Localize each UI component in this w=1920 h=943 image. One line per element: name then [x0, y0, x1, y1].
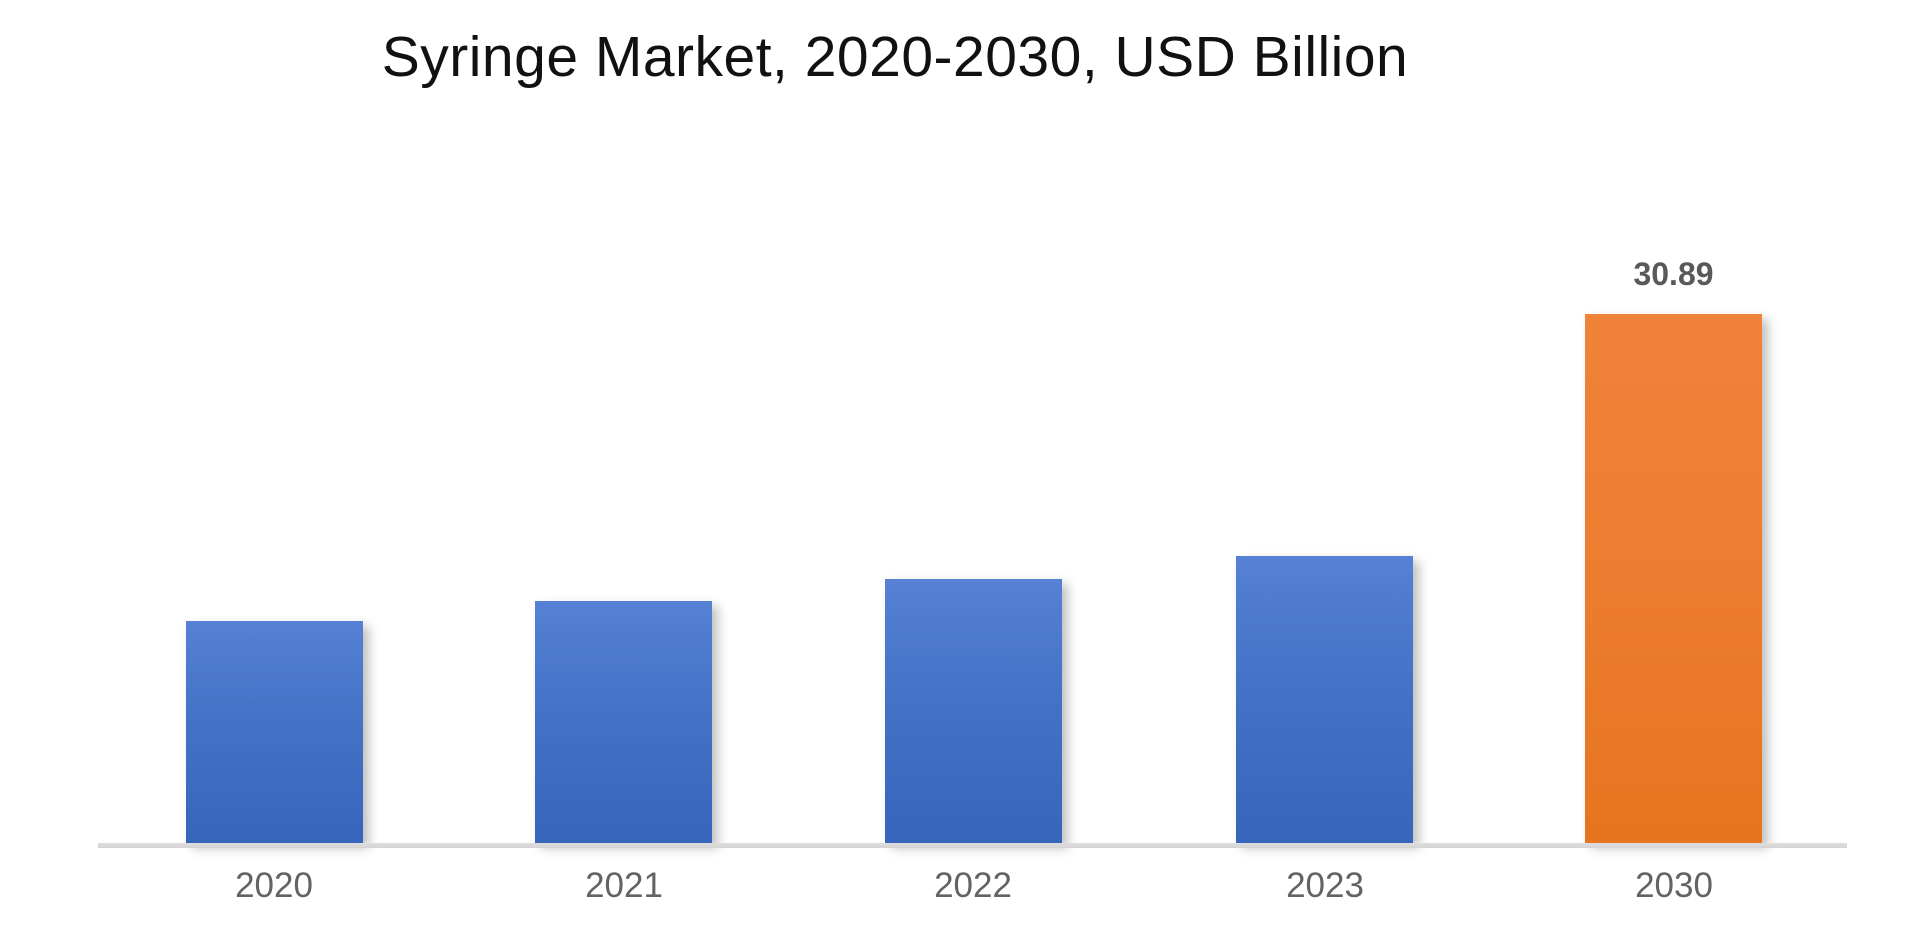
x-axis-label: 2030 — [1635, 866, 1713, 905]
bar-2023 — [1236, 556, 1413, 843]
x-axis-label: 2021 — [585, 866, 663, 905]
bar-group: 30.89 — [1585, 258, 1762, 843]
bar-value-label: 30.89 — [1633, 256, 1714, 292]
bar-2020 — [186, 621, 363, 843]
chart-title: Syringe Market, 2020-2030, USD Billion — [381, 25, 1409, 89]
bar-2022 — [885, 579, 1062, 843]
bar-group — [535, 545, 712, 843]
x-axis-label: 2020 — [235, 866, 313, 905]
x-axis-label: 2023 — [1286, 866, 1364, 905]
bar-group — [1236, 500, 1413, 843]
x-axis-line — [98, 843, 1847, 848]
x-axis-label: 2022 — [934, 866, 1012, 905]
bar-group — [186, 565, 363, 843]
bar-2030 — [1585, 314, 1762, 843]
bar-2021 — [535, 601, 712, 843]
bar-group — [885, 523, 1062, 843]
